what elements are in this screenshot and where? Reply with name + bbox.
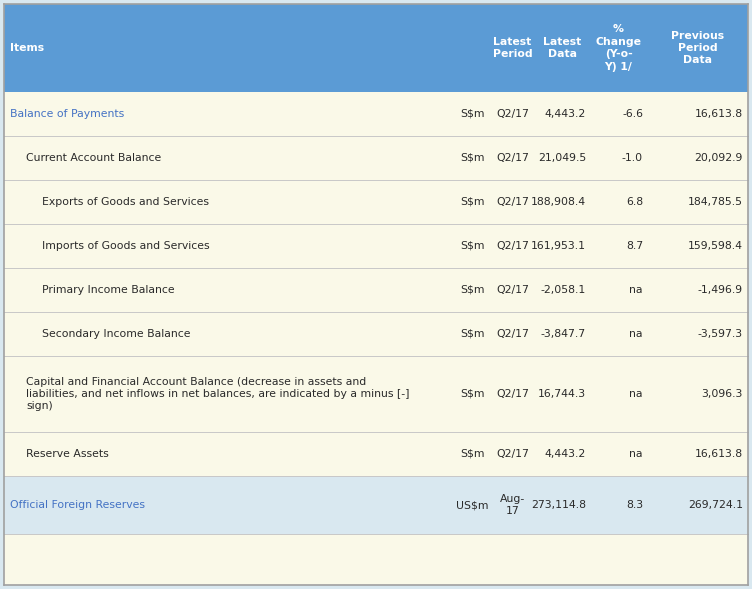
Text: na: na — [629, 285, 643, 295]
Text: S$m: S$m — [460, 285, 485, 295]
Text: 273,114.8: 273,114.8 — [531, 500, 586, 510]
Bar — [4, 92, 748, 136]
Text: S$m: S$m — [460, 241, 485, 251]
Text: Balance of Payments: Balance of Payments — [10, 109, 124, 119]
Text: Reserve Assets: Reserve Assets — [26, 449, 109, 459]
Text: Q2/17: Q2/17 — [496, 241, 529, 251]
Text: Q2/17: Q2/17 — [496, 109, 529, 119]
Text: Aug-
17: Aug- 17 — [500, 494, 525, 516]
Text: 3,096.3: 3,096.3 — [702, 389, 743, 399]
Text: Current Account Balance: Current Account Balance — [26, 153, 161, 163]
Text: S$m: S$m — [460, 389, 485, 399]
Text: -3,597.3: -3,597.3 — [698, 329, 743, 339]
Text: na: na — [629, 389, 643, 399]
Text: S$m: S$m — [460, 197, 485, 207]
Text: 8.7: 8.7 — [626, 241, 643, 251]
Text: Secondary Income Balance: Secondary Income Balance — [42, 329, 190, 339]
Text: Q2/17: Q2/17 — [496, 285, 529, 295]
Text: Q2/17: Q2/17 — [496, 389, 529, 399]
Text: 184,785.5: 184,785.5 — [688, 197, 743, 207]
Text: Exports of Goods and Services: Exports of Goods and Services — [42, 197, 209, 207]
Text: S$m: S$m — [460, 329, 485, 339]
Text: %
Change
(Y-o-
Y) 1/: % Change (Y-o- Y) 1/ — [596, 24, 641, 72]
Text: 6.8: 6.8 — [626, 197, 643, 207]
Text: 21,049.5: 21,049.5 — [538, 153, 586, 163]
Text: Latest
Period: Latest Period — [493, 37, 532, 59]
Text: S$m: S$m — [460, 153, 485, 163]
Text: 188,908.4: 188,908.4 — [531, 197, 586, 207]
Bar — [4, 432, 748, 476]
Text: Q2/17: Q2/17 — [496, 153, 529, 163]
Text: -6.6: -6.6 — [622, 109, 643, 119]
Text: S$m: S$m — [460, 109, 485, 119]
Bar — [4, 180, 748, 224]
Text: 16,613.8: 16,613.8 — [695, 109, 743, 119]
Text: Imports of Goods and Services: Imports of Goods and Services — [42, 241, 210, 251]
Text: Capital and Financial Account Balance (decrease in assets and
liabilities, and n: Capital and Financial Account Balance (d… — [26, 377, 410, 411]
Text: 159,598.4: 159,598.4 — [688, 241, 743, 251]
Text: S$m: S$m — [460, 449, 485, 459]
Text: na: na — [629, 449, 643, 459]
Bar — [4, 224, 748, 268]
Text: -3,847.7: -3,847.7 — [541, 329, 586, 339]
Bar — [4, 476, 748, 534]
Text: -1,496.9: -1,496.9 — [698, 285, 743, 295]
Bar — [4, 4, 748, 92]
Text: Q2/17: Q2/17 — [496, 197, 529, 207]
Text: 161,953.1: 161,953.1 — [531, 241, 586, 251]
Text: Primary Income Balance: Primary Income Balance — [42, 285, 174, 295]
Text: na: na — [629, 329, 643, 339]
Text: US$m: US$m — [456, 500, 489, 510]
Text: 4,443.2: 4,443.2 — [544, 449, 586, 459]
Text: Items: Items — [10, 43, 44, 53]
Text: Latest
Data: Latest Data — [544, 37, 581, 59]
Bar — [4, 268, 748, 312]
Text: 8.3: 8.3 — [626, 500, 643, 510]
Text: Q2/17: Q2/17 — [496, 329, 529, 339]
Text: 269,724.1: 269,724.1 — [688, 500, 743, 510]
Text: 16,613.8: 16,613.8 — [695, 449, 743, 459]
Bar — [4, 136, 748, 180]
Text: Q2/17: Q2/17 — [496, 449, 529, 459]
Text: Official Foreign Reserves: Official Foreign Reserves — [10, 500, 145, 510]
Text: 16,744.3: 16,744.3 — [538, 389, 586, 399]
Text: 20,092.9: 20,092.9 — [695, 153, 743, 163]
Text: -1.0: -1.0 — [622, 153, 643, 163]
Text: 4,443.2: 4,443.2 — [544, 109, 586, 119]
Text: Previous
Period
Data: Previous Period Data — [671, 31, 724, 65]
Bar — [4, 312, 748, 356]
Bar — [4, 356, 748, 432]
Text: -2,058.1: -2,058.1 — [541, 285, 586, 295]
